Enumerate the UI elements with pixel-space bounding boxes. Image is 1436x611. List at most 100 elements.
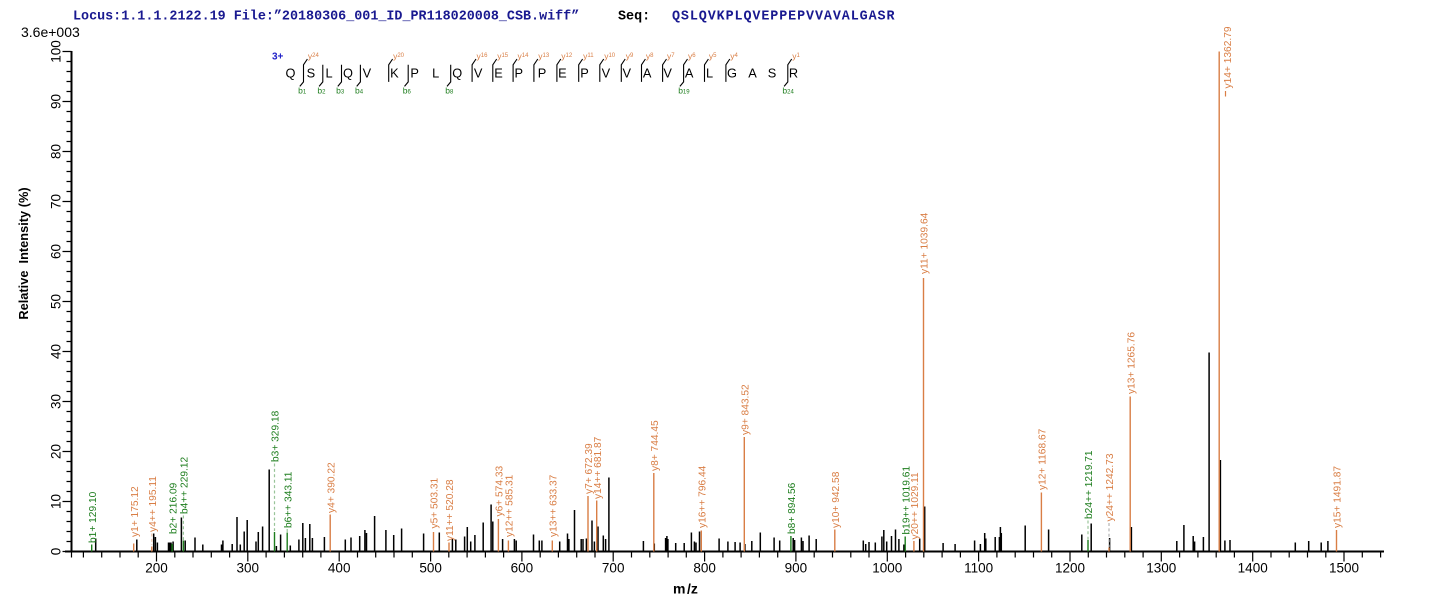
svg-text:b3+ 329.18: b3+ 329.18: [271, 410, 282, 462]
svg-text:y1+ 175.12: y1+ 175.12: [130, 486, 141, 537]
svg-text:3+: 3+: [272, 52, 284, 63]
svg-text:L: L: [706, 65, 713, 80]
svg-text:0: 0: [49, 548, 64, 556]
svg-text:1200: 1200: [1055, 561, 1085, 576]
svg-text:y14++ 681.87: y14++ 681.87: [593, 436, 604, 499]
svg-text:A: A: [748, 65, 757, 80]
svg-text:V: V: [623, 65, 632, 80]
svg-text:y11+ 1039.64: y11+ 1039.64: [920, 212, 931, 274]
svg-text:y7: y7: [667, 51, 675, 61]
svg-text:y4: y4: [730, 51, 738, 61]
svg-text:G: G: [727, 65, 737, 80]
svg-text:800: 800: [693, 561, 716, 576]
svg-text:K: K: [390, 65, 399, 80]
svg-text:y12++ 585.31: y12++ 585.31: [505, 474, 516, 537]
svg-text:Q: Q: [452, 65, 462, 80]
svg-text:y16++ 796.44: y16++ 796.44: [698, 465, 709, 528]
svg-text:b19++ 1019.61: b19++ 1019.61: [901, 466, 912, 535]
svg-text:b24++ 1219.71: b24++ 1219.71: [1084, 450, 1095, 519]
svg-text:b3: b3: [336, 86, 345, 96]
svg-text:Seq:: Seq:: [618, 10, 650, 25]
svg-text:y12: y12: [561, 51, 573, 61]
svg-text:b6++ 343.11: b6++ 343.11: [283, 471, 294, 528]
svg-text:b8+ 894.56: b8+ 894.56: [787, 482, 798, 534]
svg-text:40: 40: [49, 344, 64, 359]
svg-text:b2+ 216.09: b2+ 216.09: [168, 482, 179, 534]
svg-text:y9: y9: [626, 51, 634, 61]
svg-text:500: 500: [419, 561, 442, 576]
svg-text:1000: 1000: [872, 561, 902, 576]
svg-text:Q: Q: [286, 65, 296, 80]
svg-text:b1: b1: [298, 86, 307, 96]
svg-text:P: P: [538, 65, 547, 80]
svg-text:y5: y5: [709, 51, 717, 61]
svg-text:b4: b4: [355, 86, 364, 96]
svg-text:QSLQVKPLQVEPPEPVVAVALGASR: QSLQVKPLQVEPPEPVVAVALGASR: [672, 10, 895, 25]
svg-text:Q: Q: [343, 65, 353, 80]
svg-text:y5+ 503.31: y5+ 503.31: [430, 477, 441, 528]
svg-text:b8: b8: [445, 86, 454, 96]
svg-text:100: 100: [49, 40, 64, 63]
svg-text:Locus:1.1.1.2122.19 File:”2018: Locus:1.1.1.2122.19 File:”20180306_001_I…: [73, 10, 579, 25]
svg-text:50: 50: [49, 294, 64, 309]
svg-text:y10+ 942.58: y10+ 942.58: [831, 471, 842, 528]
svg-text:1100: 1100: [964, 561, 993, 576]
svg-text:y4++ 195.11: y4++ 195.11: [148, 476, 159, 532]
svg-text:1300: 1300: [1146, 561, 1176, 576]
svg-text:400: 400: [328, 561, 351, 576]
svg-text:y16: y16: [477, 51, 489, 61]
svg-text:y13: y13: [538, 51, 550, 61]
svg-text:A: A: [685, 65, 694, 80]
svg-text:Relative Intensity (%): Relative Intensity (%): [16, 187, 31, 319]
svg-text:y24++ 1242.73: y24++ 1242.73: [1105, 453, 1116, 521]
svg-text:P: P: [515, 65, 524, 80]
svg-text:b1+ 129.10: b1+ 129.10: [88, 491, 99, 543]
svg-text:y11: y11: [583, 51, 594, 61]
svg-text:b2: b2: [317, 86, 326, 96]
svg-text:y13++ 633.37: y13++ 633.37: [549, 474, 560, 537]
svg-text:700: 700: [602, 561, 625, 576]
svg-text:V: V: [474, 65, 483, 80]
svg-text:y8: y8: [646, 51, 654, 61]
svg-text:y11++ 520.28: y11++ 520.28: [445, 479, 456, 541]
svg-text:V: V: [363, 65, 372, 80]
svg-text:70: 70: [49, 194, 64, 209]
svg-text:y24: y24: [308, 51, 320, 61]
svg-text:30: 30: [49, 394, 64, 409]
svg-text:S: S: [307, 65, 316, 80]
svg-text:20: 20: [49, 444, 64, 459]
svg-text:10: 10: [49, 494, 64, 509]
svg-text:200: 200: [145, 561, 168, 576]
svg-text:L: L: [326, 65, 333, 80]
svg-text:1500: 1500: [1329, 561, 1359, 576]
svg-text:y15+ 1491.87: y15+ 1491.87: [1333, 466, 1344, 528]
svg-text:m/z: m/z: [673, 581, 698, 597]
svg-text:60: 60: [49, 244, 64, 259]
svg-text:V: V: [602, 65, 611, 80]
svg-text:V: V: [663, 65, 672, 80]
svg-text:b6: b6: [403, 86, 412, 96]
svg-text:y20: y20: [393, 51, 405, 61]
svg-text:L: L: [432, 65, 439, 80]
svg-text:y6+ 574.33: y6+ 574.33: [495, 465, 506, 516]
svg-text:1400: 1400: [1238, 561, 1268, 576]
svg-text:y12+ 1168.67: y12+ 1168.67: [1038, 428, 1049, 490]
svg-text:y14+ 1362.79: y14+ 1362.79: [1223, 26, 1234, 88]
svg-text:900: 900: [785, 561, 808, 576]
svg-text:y1: y1: [792, 51, 800, 61]
svg-text:y7+ 672.39: y7+ 672.39: [584, 443, 595, 494]
svg-text:b4++ 229.12: b4++ 229.12: [180, 456, 191, 514]
svg-text:80: 80: [49, 144, 64, 159]
svg-text:3.6e+003: 3.6e+003: [21, 24, 80, 40]
svg-text:E: E: [558, 65, 567, 80]
svg-text:600: 600: [511, 561, 534, 576]
svg-text:y13+ 1265.76: y13+ 1265.76: [1126, 332, 1137, 394]
svg-text:y6: y6: [688, 51, 696, 61]
svg-text:E: E: [494, 65, 503, 80]
svg-text:R: R: [789, 65, 798, 80]
svg-text:A: A: [643, 65, 652, 80]
svg-text:y15: y15: [497, 51, 509, 61]
svg-text:90: 90: [49, 94, 64, 109]
svg-text:P: P: [410, 65, 419, 80]
svg-text:b24: b24: [782, 86, 794, 96]
